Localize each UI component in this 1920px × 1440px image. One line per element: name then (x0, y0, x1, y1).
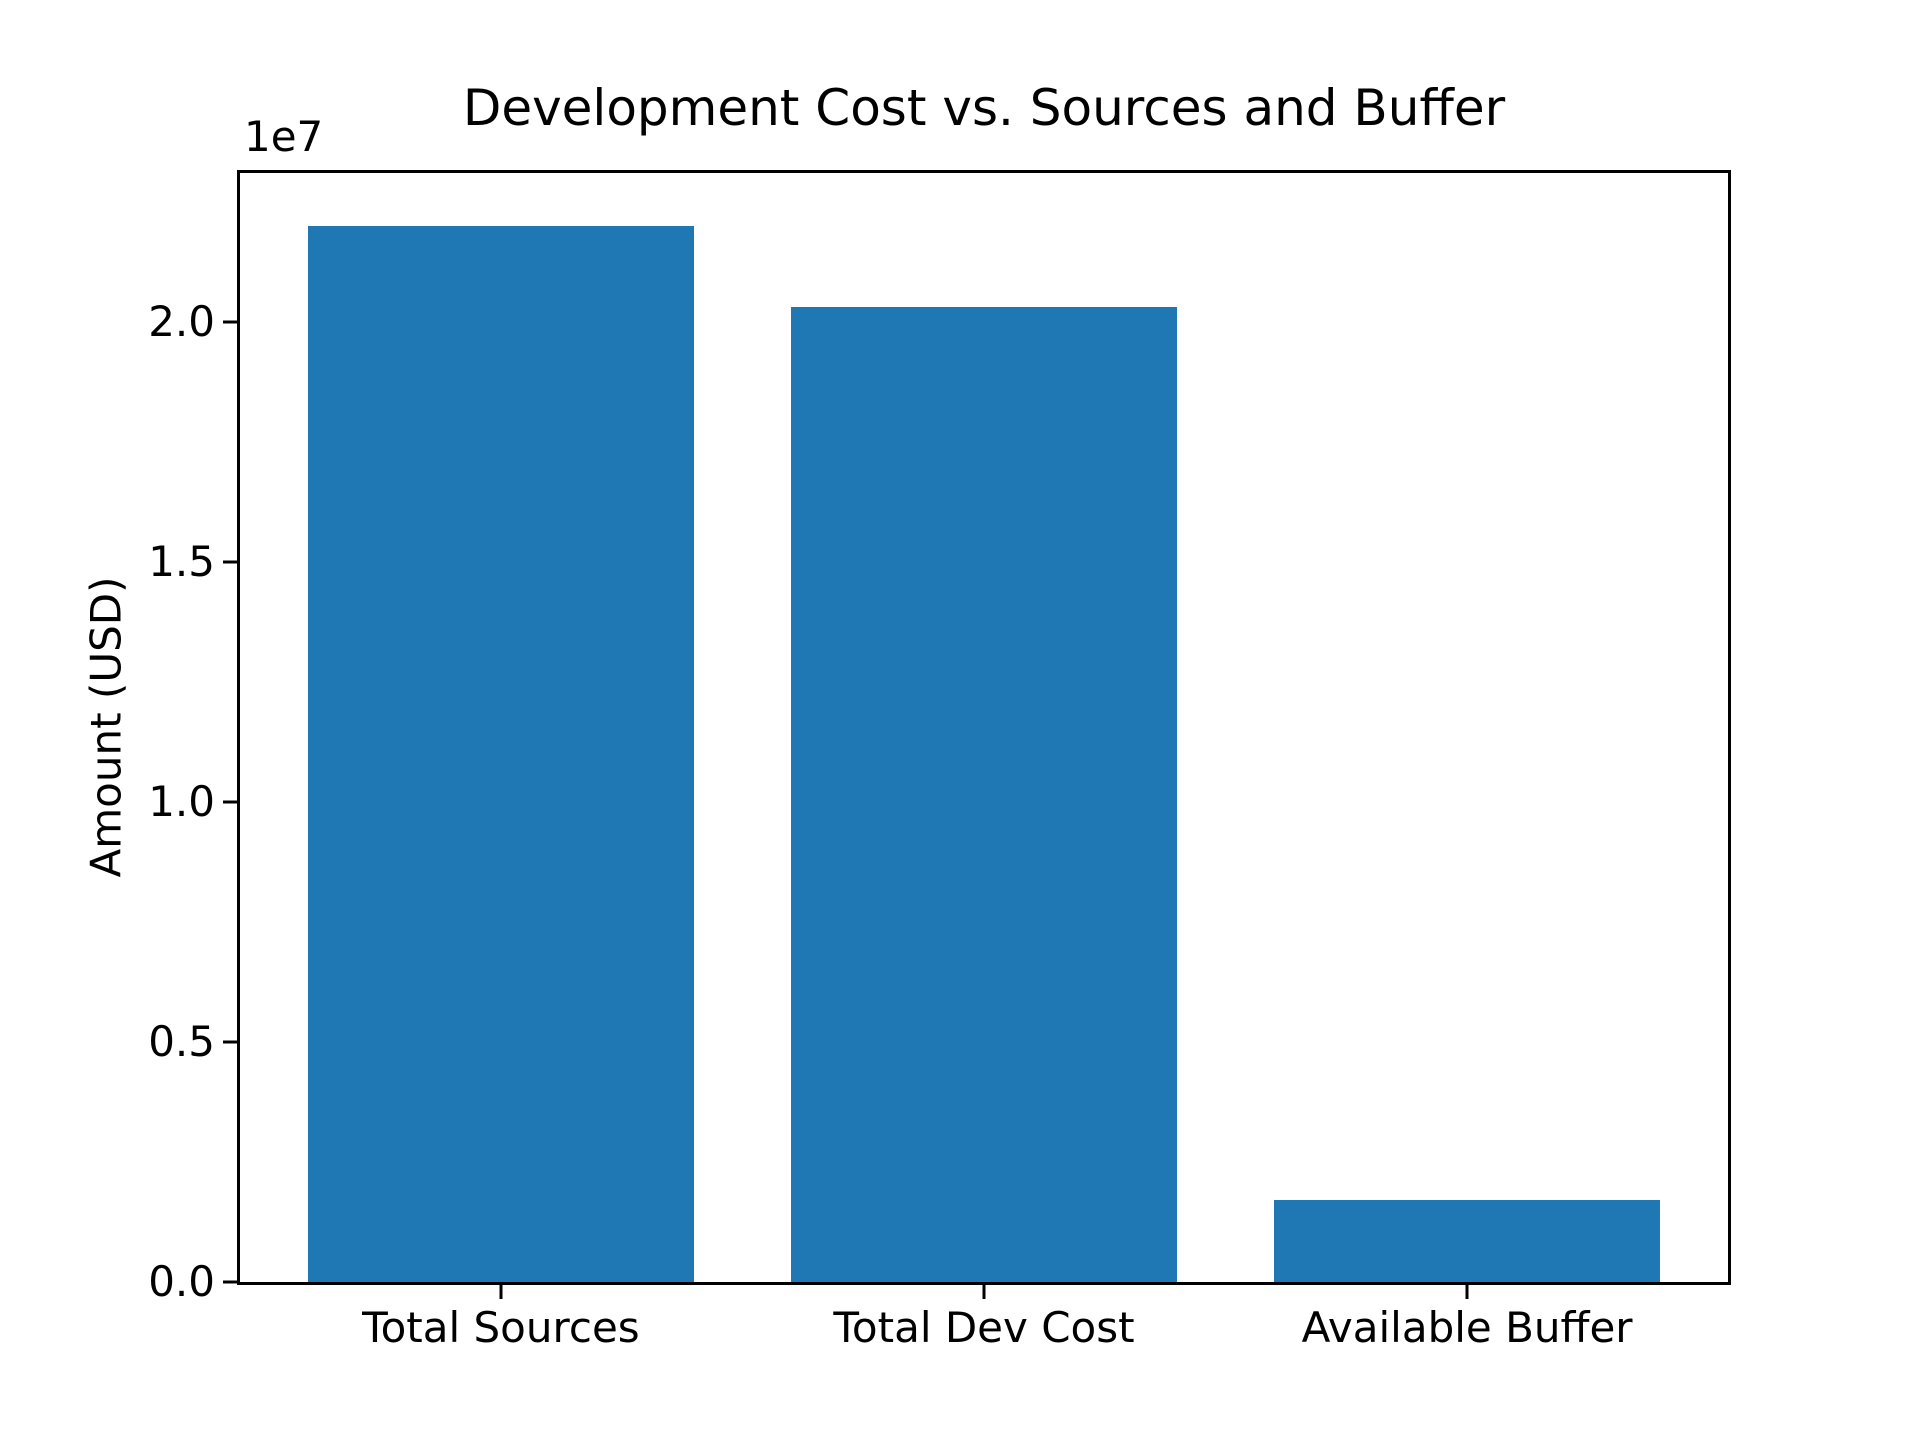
x-tick-mark (1465, 1285, 1469, 1299)
x-tick-label: Total Dev Cost (833, 1303, 1135, 1352)
y-tick-mark (223, 800, 237, 804)
bar-1 (790, 307, 1178, 1282)
y-tick-label: 0.5 (148, 1016, 215, 1066)
x-tick-mark (499, 1285, 503, 1299)
y-tick-mark (223, 560, 237, 564)
x-tick-mark (982, 1285, 986, 1299)
y-axis-label: Amount (USD) (81, 576, 131, 878)
x-tick-label: Available Buffer (1301, 1303, 1633, 1352)
y-axis-offset-label: 1e7 (244, 112, 324, 161)
plot-area: 0.0 0.5 1.0 1.5 2.0 Total Sources Total Dev Co… (148, 170, 1731, 1352)
y-tick-mark (223, 320, 237, 324)
y-tick-label: 1.5 (148, 536, 215, 586)
chart-title: Development Cost vs. Sources and Buffer (462, 79, 1506, 137)
bar-0 (307, 225, 695, 1282)
y-tick-label: 1.0 (148, 776, 215, 826)
y-tick-mark (223, 1280, 237, 1284)
x-tick-label: Total Sources (362, 1303, 640, 1352)
y-tick-mark (223, 1040, 237, 1044)
y-tick-label: 2.0 (148, 296, 215, 346)
y-tick-label: 0.0 (148, 1257, 215, 1306)
bar-2 (1273, 1200, 1661, 1282)
